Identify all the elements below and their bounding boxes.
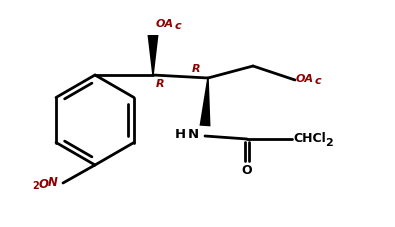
Text: N: N (188, 128, 199, 141)
Text: CHCl: CHCl (293, 131, 326, 145)
Text: 2: 2 (33, 181, 40, 191)
Text: c: c (315, 76, 322, 86)
Text: R: R (192, 64, 201, 74)
Text: O: O (242, 163, 252, 177)
Text: N: N (48, 177, 58, 190)
Text: OA: OA (156, 19, 174, 29)
Text: OA: OA (296, 74, 314, 84)
Text: c: c (175, 21, 182, 31)
Polygon shape (199, 78, 211, 126)
Text: R: R (156, 79, 165, 89)
Text: O: O (39, 178, 49, 190)
Polygon shape (147, 35, 158, 75)
Text: 2: 2 (325, 138, 333, 148)
Text: H: H (175, 128, 186, 141)
